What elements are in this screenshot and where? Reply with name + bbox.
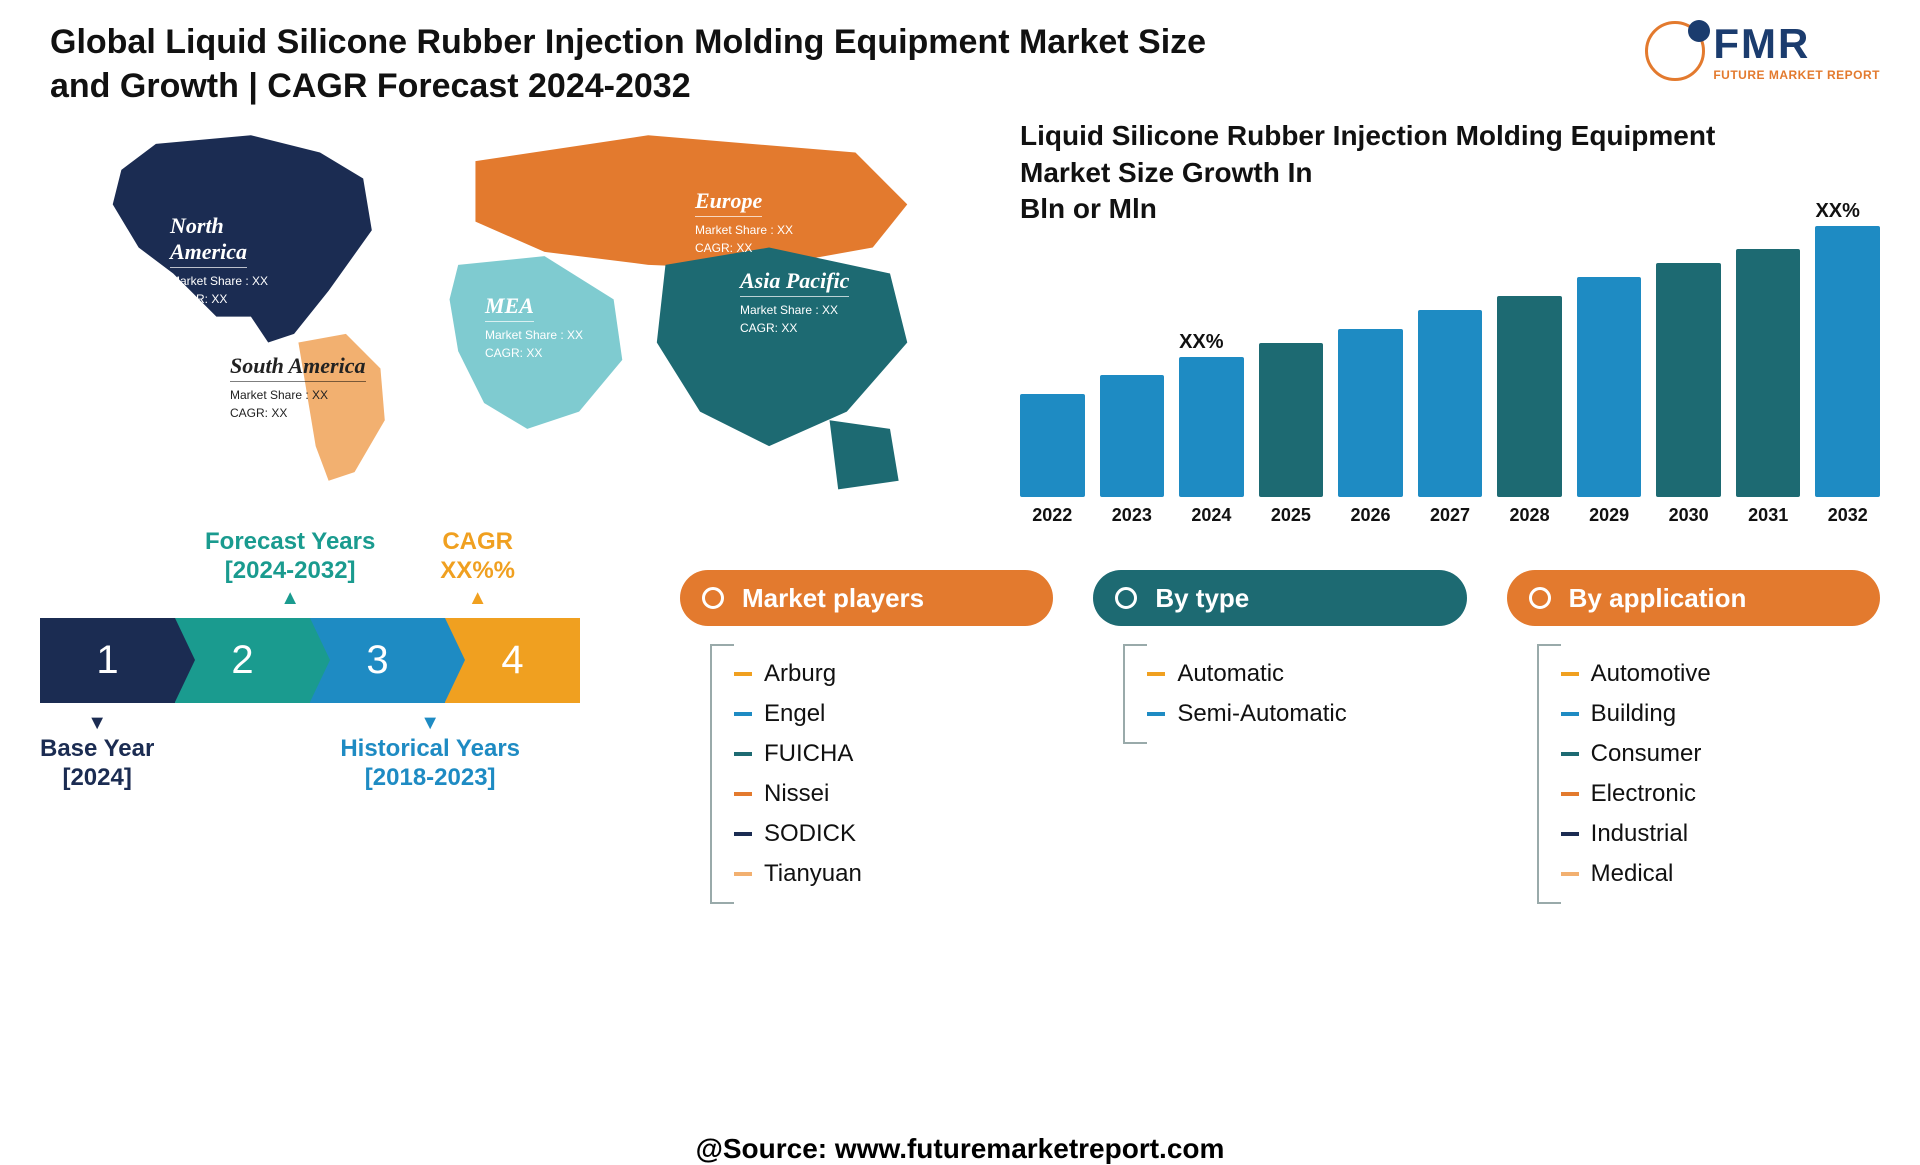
bar-2027: 2027 xyxy=(1418,310,1483,526)
segment-item: Building xyxy=(1539,694,1880,734)
bar-2029: 2029 xyxy=(1577,277,1642,525)
growth-bar-chart: 20222023XX%20242025202620272028202920302… xyxy=(1020,246,1880,576)
segment-item: Automatic xyxy=(1125,654,1466,694)
bar-2025: 2025 xyxy=(1259,343,1324,526)
logo-sub: FUTURE MARKET REPORT xyxy=(1713,68,1880,82)
segment-item: Automotive xyxy=(1539,654,1880,694)
bar-2031: 2031 xyxy=(1736,249,1801,525)
segment-item: Electronic xyxy=(1539,774,1880,814)
chart-title: Liquid Silicone Rubber Injection Molding… xyxy=(1020,118,1880,227)
bar-2022: 2022 xyxy=(1020,394,1085,526)
segment-item: Industrial xyxy=(1539,814,1880,854)
bar-2026: 2026 xyxy=(1338,329,1403,526)
segment-by-application: By application AutomotiveBuildingConsumer… xyxy=(1507,570,1880,904)
segment-item: Arburg xyxy=(712,654,1053,694)
bar-2024: XX%2024 xyxy=(1179,357,1244,526)
segment-item: Tianyuan xyxy=(712,854,1053,894)
segment-market-players: Market players ArburgEngelFUICHANisseiSOD… xyxy=(680,570,1053,904)
region-label-eu: EuropeMarket Share : XXCAGR: XX xyxy=(695,188,793,257)
segment-item: Semi-Automatic xyxy=(1125,694,1466,734)
logo-icon xyxy=(1645,21,1705,81)
world-map: NorthAmericaMarket Share : XXCAGR: XX Sou… xyxy=(40,118,980,498)
segment-item: FUICHA xyxy=(712,734,1053,774)
page-title: Global Liquid Silicone Rubber Injection … xyxy=(50,20,1206,108)
segment-pill: By application xyxy=(1507,570,1880,626)
logo-main: FMR xyxy=(1713,20,1880,68)
segment-pill: Market players xyxy=(680,570,1053,626)
segment-item: Medical xyxy=(1539,854,1880,894)
region-label-ap: Asia PacificMarket Share : XXCAGR: XX xyxy=(740,268,849,337)
region-label-na: NorthAmericaMarket Share : XXCAGR: XX xyxy=(170,213,268,308)
segment-item: Consumer xyxy=(1539,734,1880,774)
bar-2032: XX%2032 xyxy=(1815,226,1880,526)
segment-by-type: By type AutomaticSemi-Automatic xyxy=(1093,570,1466,904)
segment-item: SODICK xyxy=(712,814,1053,854)
segment-item: Nissei xyxy=(712,774,1053,814)
bar-2030: 2030 xyxy=(1656,263,1721,525)
region-label-sa: South AmericaMarket Share : XXCAGR: XX xyxy=(230,353,366,422)
bar-2023: 2023 xyxy=(1100,375,1165,525)
bar-2028: 2028 xyxy=(1497,296,1562,526)
source-attribution: @Source: www.futuremarketreport.com xyxy=(0,1133,1920,1165)
logo: FMR FUTURE MARKET REPORT xyxy=(1645,20,1880,82)
region-label-mea: MEAMarket Share : XXCAGR: XX xyxy=(485,293,583,362)
segment-pill: By type xyxy=(1093,570,1466,626)
segment-item: Engel xyxy=(712,694,1053,734)
